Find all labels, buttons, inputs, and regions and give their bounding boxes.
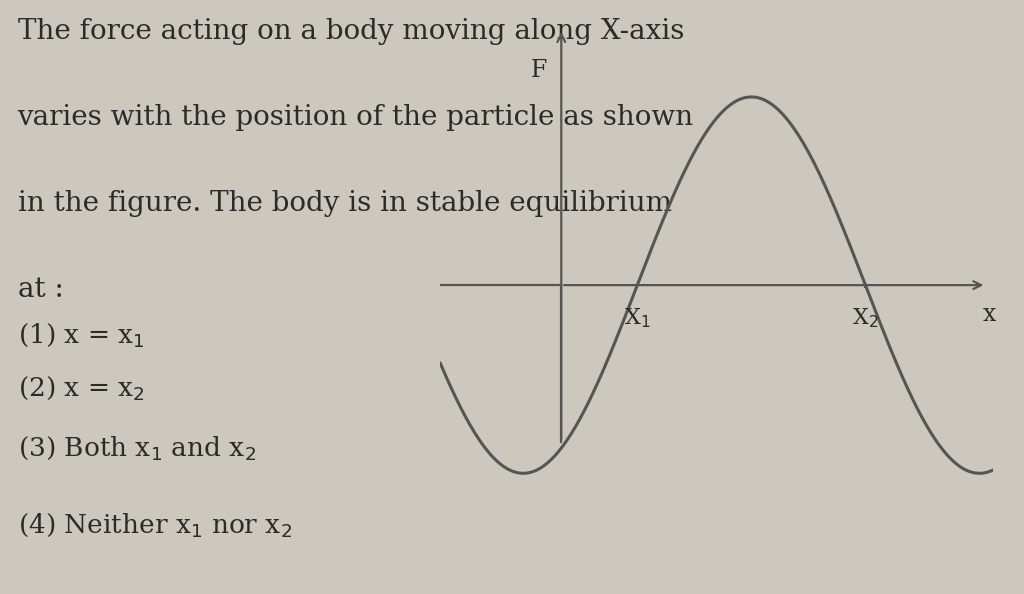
Text: The force acting on a body moving along X-axis: The force acting on a body moving along …: [17, 18, 684, 45]
Text: (2) x = x$_2$: (2) x = x$_2$: [17, 374, 144, 402]
Text: in the figure. The body is in stable equilibrium: in the figure. The body is in stable equ…: [17, 190, 672, 217]
Text: X$_2$: X$_2$: [852, 306, 879, 330]
Text: varies with the position of the particle as shown: varies with the position of the particle…: [17, 104, 693, 131]
Text: x: x: [983, 304, 996, 327]
Text: F: F: [531, 59, 548, 83]
Text: X$_1$: X$_1$: [624, 306, 650, 330]
Text: (1) x = x$_1$: (1) x = x$_1$: [17, 321, 144, 349]
Text: (4) Neither x$_1$ nor x$_2$: (4) Neither x$_1$ nor x$_2$: [17, 511, 292, 539]
Text: (3) Both x$_1$ and x$_2$: (3) Both x$_1$ and x$_2$: [17, 434, 256, 462]
Text: at :: at :: [17, 276, 63, 303]
